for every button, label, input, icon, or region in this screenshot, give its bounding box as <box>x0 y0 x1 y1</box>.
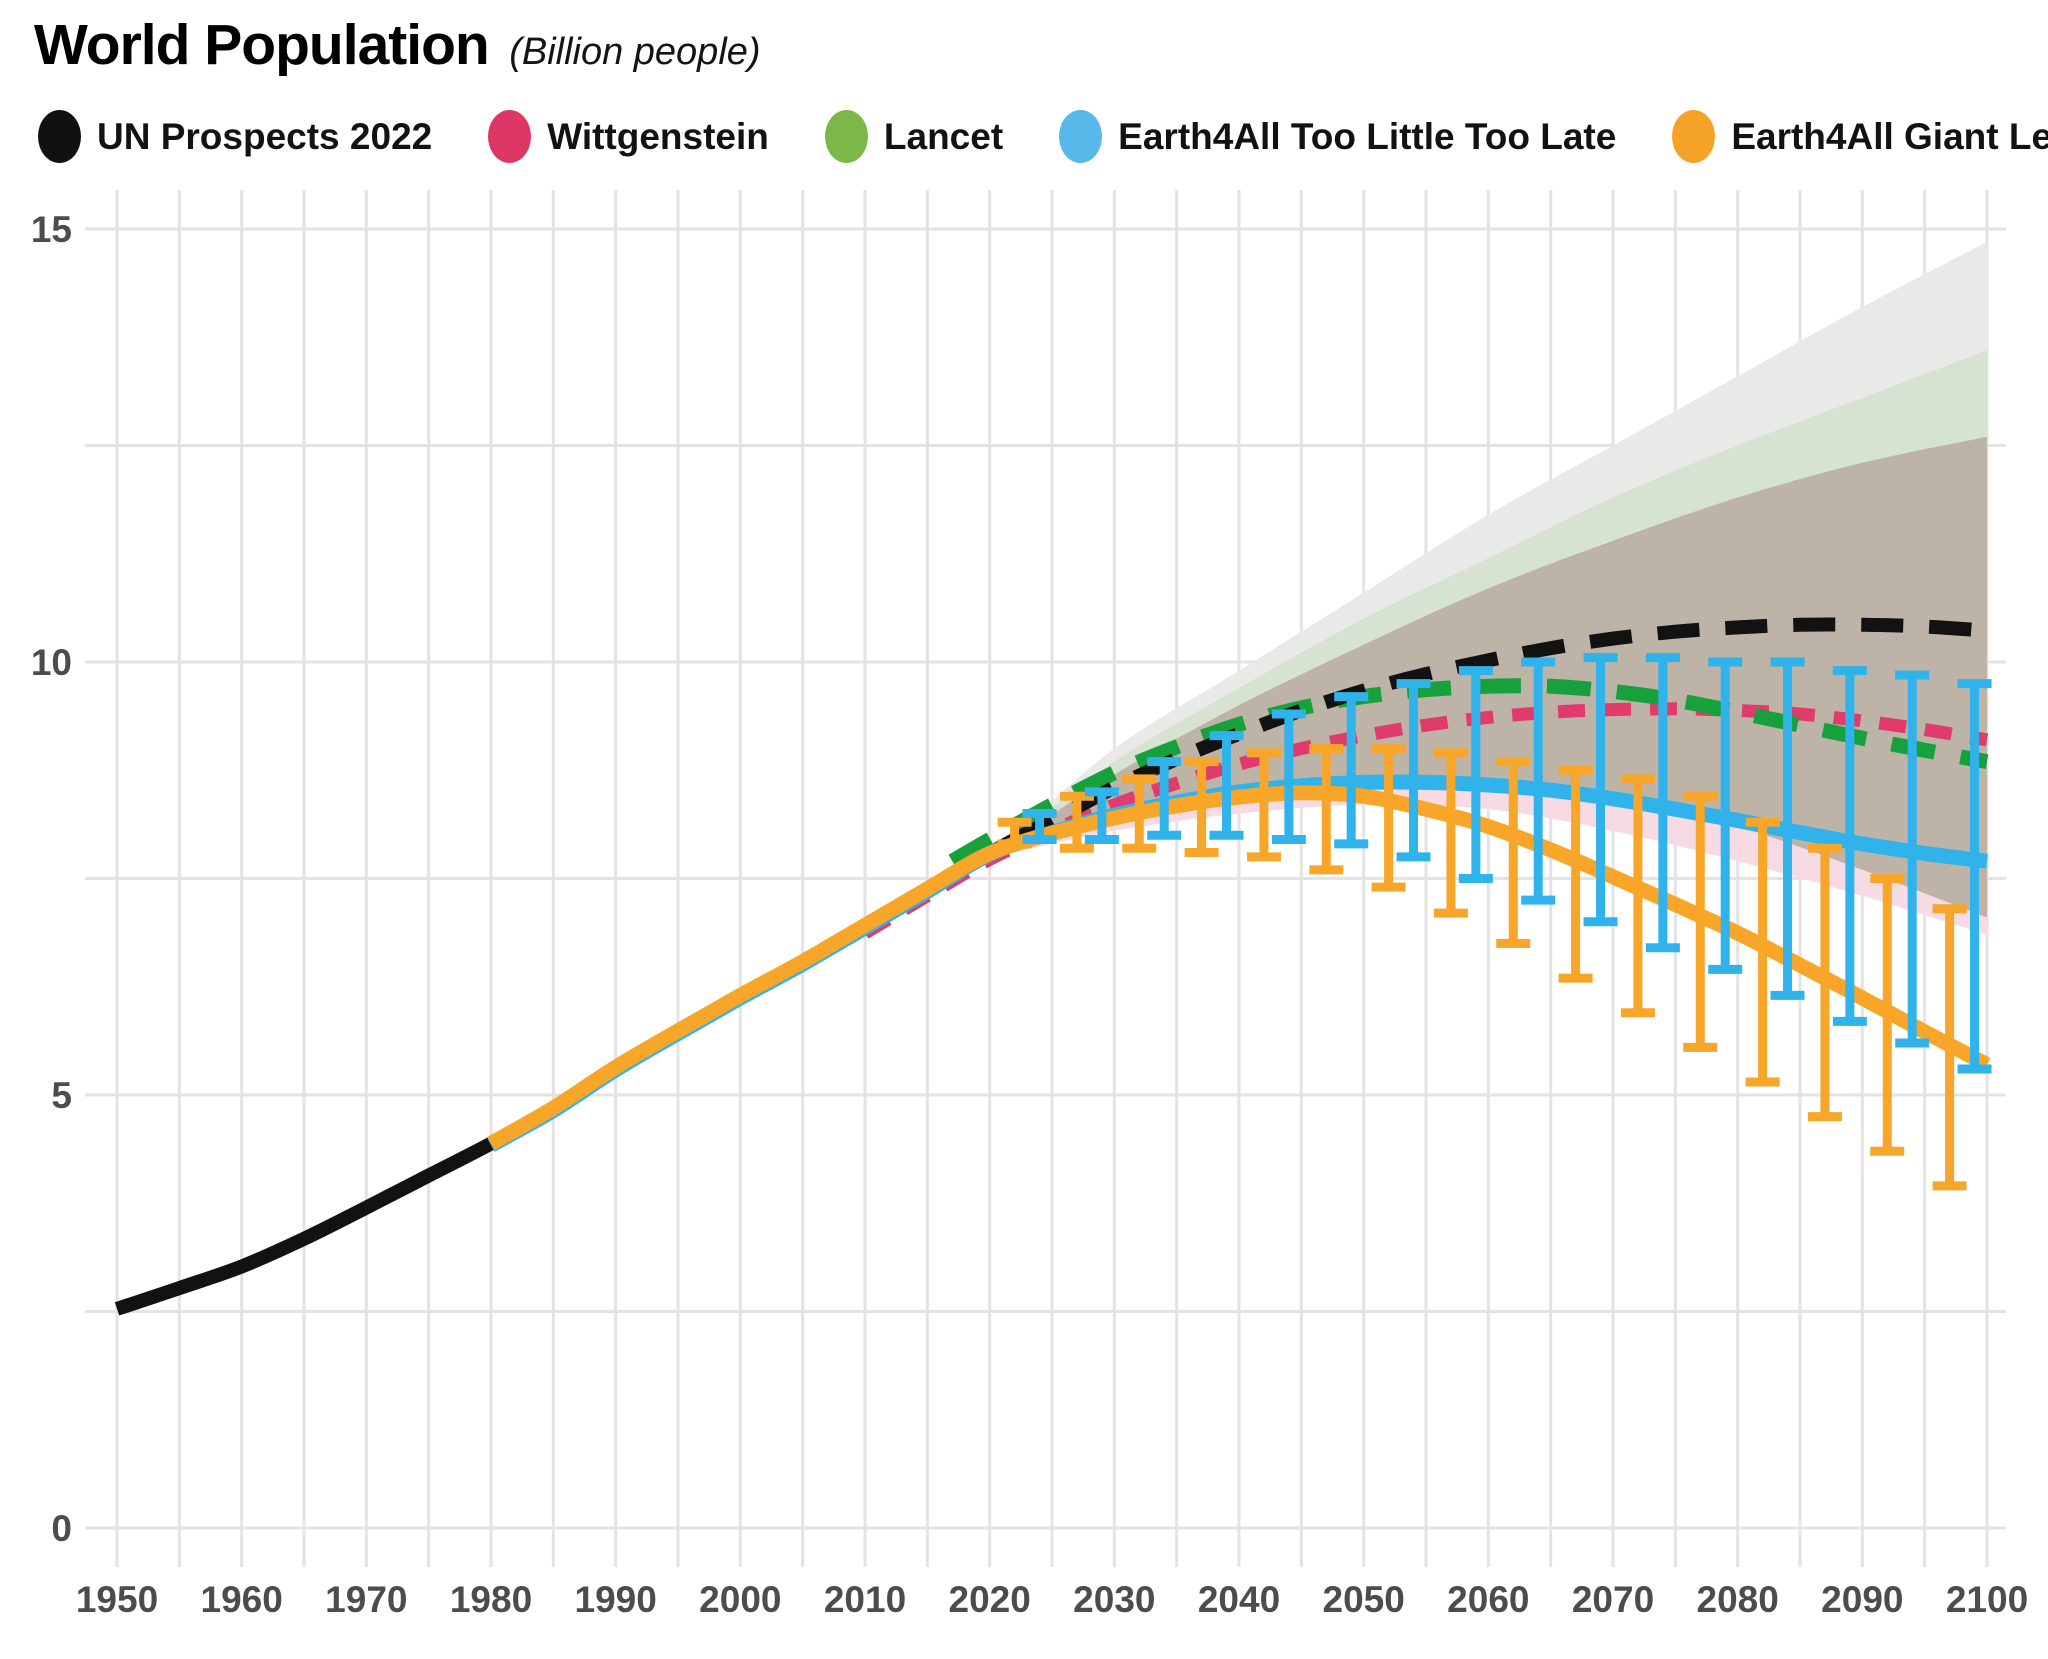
x-axis-tick-label: 2000 <box>699 1579 781 1620</box>
legend-item-lancet: Lancet <box>824 110 1004 163</box>
chart-header: World Population (Billion people) <box>34 12 761 78</box>
series-line-earth4all-giant-leap <box>487 785 1991 1151</box>
error-bar-earth4all-too-little-too-late-range <box>1147 757 1182 840</box>
error-bar-earth4all-too-little-too-late-range <box>1458 666 1493 883</box>
confidence-band <box>1014 436 1987 918</box>
legend-item-wittgenstein: Wittgenstein <box>488 110 769 163</box>
error-bar-earth4all-too-little-too-late-range <box>1957 679 1992 1074</box>
error-bar-earth4all-too-little-too-late-range <box>1396 679 1431 862</box>
error-bar-earth4all-giant-leap-range <box>1496 757 1531 948</box>
error-bar-earth4all-too-little-too-late-range <box>1895 670 1930 1048</box>
legend-dot-icon <box>38 110 81 163</box>
legend-dot-icon <box>824 110 868 163</box>
y-axis-tick-label: 5 <box>51 1075 72 1116</box>
error-bar-earth4all-giant-leap-range <box>1745 817 1780 1087</box>
page-subtitle: (Billion people) <box>509 31 761 73</box>
error-bar-earth4all-giant-leap-range <box>1870 874 1905 1156</box>
legend-item-un-prospects: UN Prospects 2022 <box>38 110 432 163</box>
error-bar-earth4all-giant-leap-range <box>1371 744 1406 892</box>
page-title: World Population <box>34 13 490 77</box>
error-bar-earth4all-giant-leap-range <box>1433 748 1468 918</box>
error-bar-earth4all-too-little-too-late-range <box>1022 809 1057 845</box>
error-bar-earth4all-giant-leap-range <box>1246 748 1281 862</box>
legend-label: Wittgenstein <box>547 115 769 157</box>
error-bar-earth4all-giant-leap-range <box>1309 744 1344 875</box>
x-axis-tick-label: 2100 <box>1946 1579 2028 1620</box>
error-bar-earth4all-giant-leap-range <box>1932 904 1967 1191</box>
x-axis-tick-label: 1980 <box>450 1579 532 1620</box>
x-axis-tick-label: 2040 <box>1198 1579 1280 1620</box>
legend-label: Earth4All Too Little Too Late <box>1118 115 1617 157</box>
error-bar-earth4all-too-little-too-late-range <box>1209 731 1244 840</box>
x-axis-tick-label: 2070 <box>1572 1579 1654 1620</box>
y-axis-tick-label: 10 <box>31 642 72 683</box>
x-axis-tick-label: 2060 <box>1447 1579 1529 1620</box>
error-bar-earth4all-giant-leap-range <box>1807 843 1842 1122</box>
x-axis-tick-label: 2090 <box>1821 1579 1903 1620</box>
error-bar-earth4all-too-little-too-late-range <box>1084 787 1119 845</box>
series-line-lancet <box>948 678 1989 868</box>
error-bar-earth4all-giant-leap-range <box>1683 791 1718 1052</box>
error-bar-earth4all-too-little-too-late-range <box>1271 709 1306 845</box>
x-axis-tick-label: 1970 <box>325 1579 407 1620</box>
error-bar-earth4all-too-little-too-late-range <box>1832 666 1867 1026</box>
legend-dot-icon <box>1672 110 1716 163</box>
legend-dot-icon <box>488 110 532 163</box>
legend-label: UN Prospects 2022 <box>97 115 433 157</box>
legend-item-earth4all-tltl: Earth4All Too Little Too Late <box>1059 110 1616 163</box>
error-bar-earth4all-too-little-too-late-range <box>1770 657 1805 1000</box>
x-axis-tick-label: 1950 <box>76 1579 158 1620</box>
error-bar-earth4all-too-little-too-late-range <box>1334 692 1369 849</box>
chart-legend: UN Prospects 2022 Wittgenstein Lancet Ea… <box>38 110 2048 163</box>
x-axis-tick-label: 2080 <box>1697 1579 1779 1620</box>
error-bar-earth4all-giant-leap-range <box>1558 765 1593 983</box>
error-bar-earth4all-giant-leap-range <box>1184 757 1219 858</box>
error-bar-earth4all-too-little-too-late-range <box>1521 657 1556 905</box>
x-axis-tick-label: 1960 <box>201 1579 283 1620</box>
error-bar-earth4all-too-little-too-late-range <box>1583 653 1618 927</box>
legend-label: Earth4All Giant Leap <box>1731 115 2048 157</box>
legend-dot-icon <box>1059 110 1103 163</box>
x-axis-tick-label: 2050 <box>1323 1579 1405 1620</box>
x-axis-tick-label: 2020 <box>949 1579 1031 1620</box>
y-axis-tick-label: 0 <box>51 1508 72 1549</box>
legend-label: Lancet <box>883 115 1004 157</box>
x-axis-tick-label: 2010 <box>824 1579 906 1620</box>
y-axis-tick-label: 15 <box>31 209 72 250</box>
x-axis-tick-label: 2030 <box>1073 1579 1155 1620</box>
x-axis-tick-label: 1990 <box>575 1579 657 1620</box>
series-line-un-prospects-2022-projection- <box>1011 617 1988 846</box>
error-bar-earth4all-giant-leap-range <box>1122 774 1157 853</box>
error-bar-earth4all-giant-leap-range <box>1620 774 1655 1018</box>
legend-item-earth4all-giant-leap: Earth4All Giant Leap <box>1672 110 2048 163</box>
error-bar-earth4all-too-little-too-late-range <box>1708 657 1743 974</box>
error-bar-earth4all-too-little-too-late-range <box>1645 653 1680 953</box>
